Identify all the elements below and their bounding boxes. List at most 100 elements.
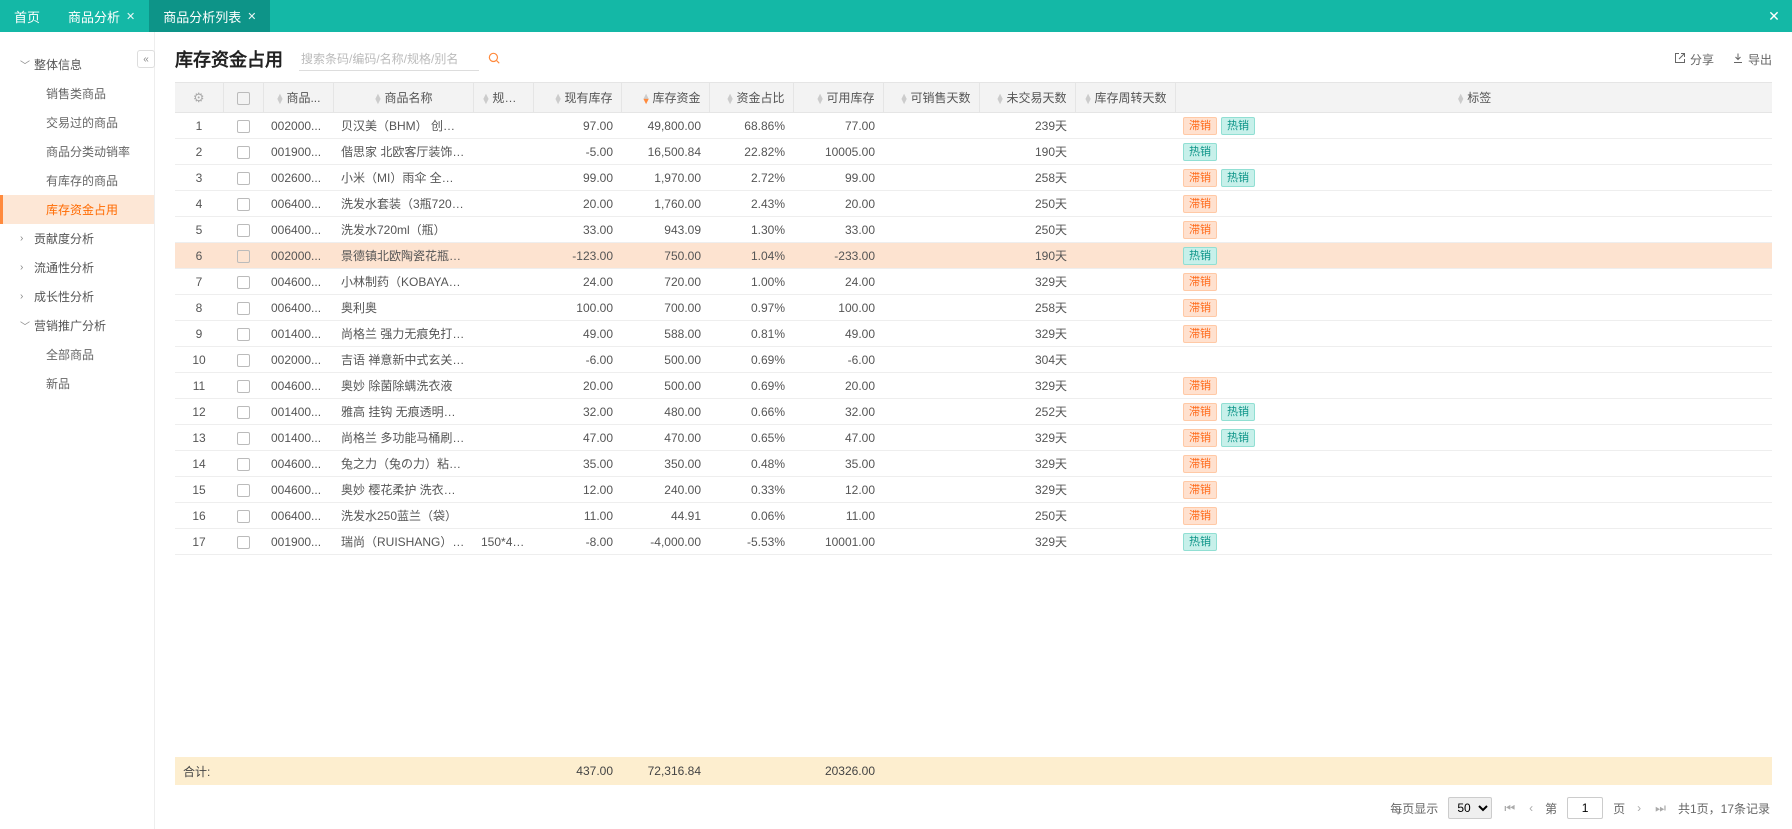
col-spec[interactable]: ▲▼规格型号 (473, 83, 533, 113)
row-checkbox[interactable] (237, 432, 250, 445)
table-row[interactable]: 7004600...小林制药（KOBAYASHI）E24.00720.001.0… (175, 269, 1772, 295)
col-turn[interactable]: ▲▼库存周转天数 (1075, 83, 1175, 113)
row-checkbox[interactable] (237, 354, 250, 367)
tab-1[interactable]: 商品分析✕ (54, 0, 149, 32)
sidebar-item-4-1[interactable]: 新品 (0, 369, 154, 398)
col-saledays[interactable]: ▲▼可销售天数 (883, 83, 979, 113)
table-row[interactable]: 15004600...奥妙 樱花柔护 洗衣凝珠 1012.00240.000.3… (175, 477, 1772, 503)
cell (1075, 295, 1175, 321)
row-checkbox[interactable] (237, 328, 250, 341)
table-row[interactable]: 8006400...奥利奥100.00700.000.97%100.00258天… (175, 295, 1772, 321)
sort-icon[interactable]: ▲▼ (816, 94, 825, 104)
search-input[interactable] (299, 48, 479, 71)
sidebar-item-0-1[interactable]: 交易过的商品 (0, 108, 154, 137)
table-row[interactable]: 16006400...洗发水250蓝兰（袋）11.0044.910.06%11.… (175, 503, 1772, 529)
table-row[interactable]: 3002600...小米（MI）雨伞 全自动折叠99.001,970.002.7… (175, 165, 1772, 191)
row-checkbox[interactable] (237, 302, 250, 315)
table-row[interactable]: 4006400...洗发水套装（3瓶720ml+1）20.001,760.002… (175, 191, 1772, 217)
table-row[interactable]: 6002000...景德镇北欧陶瓷花瓶摆件 优-123.00750.001.04… (175, 243, 1772, 269)
col-fund[interactable]: ▲▼库存资金 (621, 83, 709, 113)
cell (1075, 243, 1175, 269)
page-next-icon[interactable]: › (1635, 801, 1643, 815)
col-notrade[interactable]: ▲▼未交易天数 (979, 83, 1075, 113)
sidebar-group-4[interactable]: ﹀营销推广分析 (0, 311, 154, 340)
sort-icon[interactable]: ▲▼ (726, 94, 735, 104)
table-row[interactable]: 11004600...奥妙 除菌除螨洗衣液20.00500.000.69%20.… (175, 373, 1772, 399)
page-input[interactable] (1567, 797, 1603, 819)
cell: 2.72% (709, 165, 793, 191)
row-checkbox[interactable] (237, 380, 250, 393)
share-button[interactable]: 分享 (1674, 51, 1714, 68)
table-row[interactable]: 1002000...贝汉美（BHM） 创意北欧风97.0049,800.0068… (175, 113, 1772, 139)
cell: 588.00 (621, 321, 709, 347)
col-stock[interactable]: ▲▼现有库存 (533, 83, 621, 113)
sort-icon[interactable]: ▲▼ (374, 94, 383, 104)
sort-icon[interactable]: ▲▼ (900, 94, 909, 104)
sort-icon[interactable]: ▲▼ (642, 94, 651, 104)
sort-icon[interactable]: ▲▼ (996, 94, 1005, 104)
row-checkbox[interactable] (237, 172, 250, 185)
sidebar-item-0-0[interactable]: 销售类商品 (0, 79, 154, 108)
page-summary: 共1页，17条记录 (1678, 800, 1770, 817)
cell: 004600... (263, 477, 333, 503)
row-checkbox[interactable] (237, 276, 250, 289)
row-checkbox[interactable] (237, 484, 250, 497)
row-checkbox[interactable] (237, 198, 250, 211)
cell: 16,500.84 (621, 139, 709, 165)
col-avail[interactable]: ▲▼可用库存 (793, 83, 883, 113)
close-icon[interactable]: ✕ (126, 10, 135, 23)
sidebar-item-0-4[interactable]: 库存资金占用 (0, 195, 154, 224)
col-tags[interactable]: ▲▼标签 (1175, 83, 1772, 113)
sidebar-item-4-0[interactable]: 全部商品 (0, 340, 154, 369)
row-checkbox[interactable] (237, 120, 250, 133)
close-icon[interactable]: ✕ (247, 10, 256, 23)
sidebar-group-1[interactable]: ›贡献度分析 (0, 224, 154, 253)
cell: 329天 (979, 529, 1075, 555)
row-checkbox[interactable] (237, 536, 250, 549)
col-code[interactable]: ▲▼商品... (263, 83, 333, 113)
row-checkbox[interactable] (237, 458, 250, 471)
page-prev-icon[interactable]: ‹ (1527, 801, 1535, 815)
sort-icon[interactable]: ▲▼ (554, 94, 563, 104)
table-row[interactable]: 2001900...偕思家 北欧客厅装饰画卧室-5.0016,500.8422.… (175, 139, 1772, 165)
page-last-icon[interactable]: ⏭ (1653, 801, 1668, 816)
col-ratio[interactable]: ▲▼资金占比 (709, 83, 793, 113)
page-first-icon[interactable]: ⏮ (1502, 801, 1517, 816)
sidebar-item-0-3[interactable]: 有库存的商品 (0, 166, 154, 195)
search-icon[interactable] (487, 51, 501, 68)
table-row[interactable]: 9001400...尚格兰 强力无痕免打孔浴室49.00588.000.81%4… (175, 321, 1772, 347)
sidebar-group-0[interactable]: ﹀整体信息 (0, 50, 154, 79)
sidebar-group-3[interactable]: ›成长性分析 (0, 282, 154, 311)
row-checkbox[interactable] (237, 250, 250, 263)
row-checkbox[interactable] (237, 224, 250, 237)
page-size-select[interactable]: 50 (1448, 797, 1492, 819)
table-row[interactable]: 10002000...吉语 禅意新中式玄关摆件客-6.00500.000.69%… (175, 347, 1772, 373)
tabs-close-all-icon[interactable]: ✕ (1756, 0, 1792, 32)
sidebar-item-0-2[interactable]: 商品分类动销率 (0, 137, 154, 166)
table-row[interactable]: 14004600...兔之力（兔の力）粘毛器粘35.00350.000.48%3… (175, 451, 1772, 477)
sort-icon[interactable]: ▲▼ (1084, 94, 1093, 104)
cell (473, 165, 533, 191)
table-row[interactable]: 12001400...雅高 挂钩 无痕透明粘钩 强32.00480.000.66… (175, 399, 1772, 425)
table-row[interactable]: 17001900...瑞尚（RUISHANG） 卧室炉150*40厘米-8.00… (175, 529, 1772, 555)
row-checkbox[interactable] (237, 406, 250, 419)
checkbox-all[interactable] (237, 92, 250, 105)
row-checkbox[interactable] (237, 510, 250, 523)
cell: 004600... (263, 451, 333, 477)
sort-icon[interactable]: ▲▼ (482, 94, 491, 104)
sidebar-collapse-icon[interactable]: « (137, 50, 155, 68)
cell (473, 139, 533, 165)
sidebar-group-2[interactable]: ›流通性分析 (0, 253, 154, 282)
sort-icon[interactable]: ▲▼ (1456, 94, 1465, 104)
tab-2[interactable]: 商品分析列表✕ (149, 0, 270, 32)
export-button[interactable]: 导出 (1732, 51, 1772, 68)
tab-0[interactable]: 首页 (0, 0, 54, 32)
col-name[interactable]: ▲▼商品名称 (333, 83, 473, 113)
row-checkbox[interactable] (237, 146, 250, 159)
table-row[interactable]: 13001400...尚格兰 多功能马桶刷套装 贝47.00470.000.65… (175, 425, 1772, 451)
gear-icon[interactable]: ⚙ (193, 90, 205, 105)
cell: 15 (175, 477, 223, 503)
sort-icon[interactable]: ▲▼ (276, 94, 285, 104)
table-row[interactable]: 5006400...洗发水720ml（瓶）33.00943.091.30%33.… (175, 217, 1772, 243)
cell: 13 (175, 425, 223, 451)
